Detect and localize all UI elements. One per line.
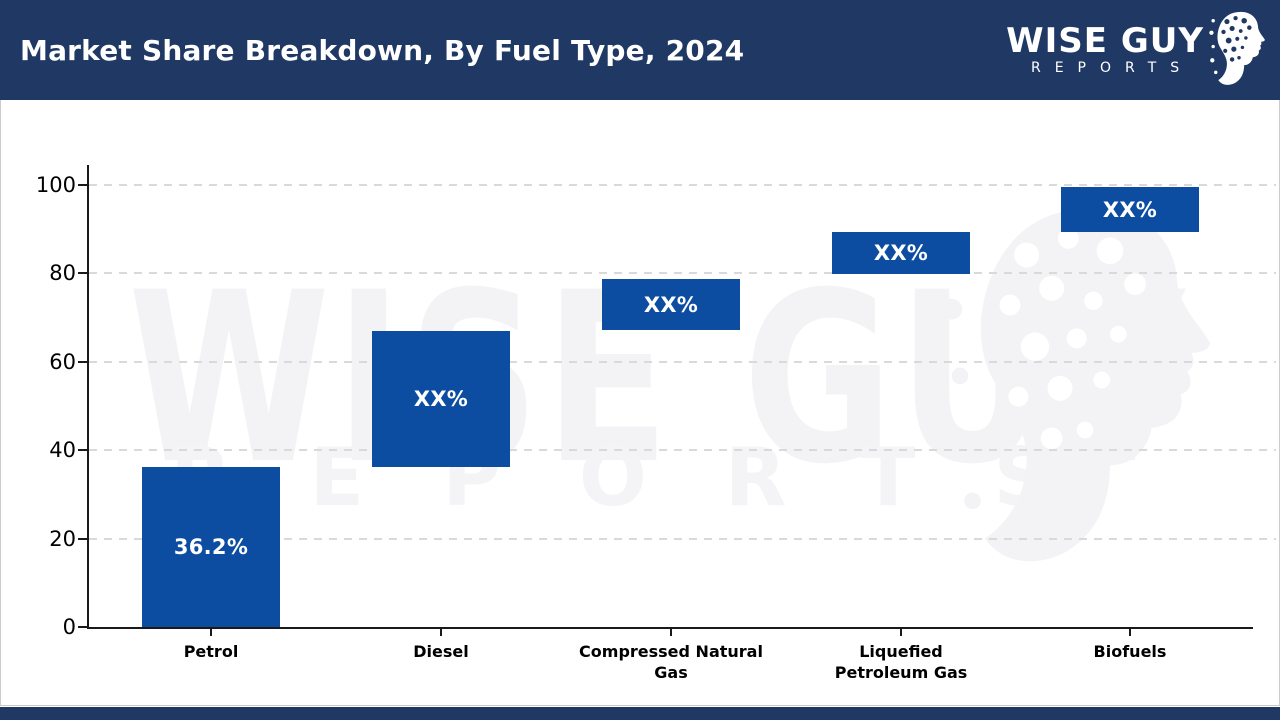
- bar-diesel: XX%: [372, 331, 510, 467]
- bar-value-label-diesel: XX%: [413, 387, 469, 411]
- y-tick-80: [78, 272, 87, 274]
- y-tick-label-20: 20: [49, 527, 76, 551]
- brand-logo: WISE GUY REPORTS: [1006, 0, 1270, 100]
- x-tick-biofuels: [1129, 629, 1131, 636]
- card-border-bottom: [0, 705, 1280, 706]
- y-tick-label-40: 40: [49, 438, 76, 462]
- bar-value-label-compressed-natural-gas: XX%: [643, 292, 699, 317]
- y-axis-line: [87, 165, 89, 629]
- logo-wordmark: WISE GUY: [1006, 21, 1204, 61]
- gridline-100: [89, 184, 1276, 186]
- bar-compressed-natural-gas: XX%: [602, 279, 740, 330]
- x-tick-diesel: [440, 629, 442, 636]
- header-bar: Market Share Breakdown, By Fuel Type, 20…: [0, 0, 1280, 100]
- bar-petrol: 36.2%: [142, 467, 280, 627]
- watermark-head-icon: [941, 207, 1210, 562]
- y-tick-label-80: 80: [49, 261, 76, 285]
- x-tick-compressed-natural-gas: [670, 629, 672, 636]
- footer-bar: [0, 707, 1280, 720]
- bar-liquefied-petroleum-gas: XX%: [832, 232, 970, 274]
- logo-head-icon: [1209, 11, 1265, 85]
- y-tick-40: [78, 449, 87, 451]
- x-tick-label-diesel: Diesel: [413, 642, 469, 661]
- logo-subtext: REPORTS: [1030, 60, 1194, 76]
- gridline-80: [89, 272, 1276, 274]
- brand-logo-text: WISE GUY REPORTS: [1006, 23, 1204, 77]
- bar-value-label-petrol: 36.2%: [173, 535, 249, 559]
- bar-value-label-liquefied-petroleum-gas: XX%: [873, 241, 929, 265]
- gridline-60: [89, 361, 1276, 363]
- y-tick-label-100: 100: [35, 173, 76, 197]
- y-tick-60: [78, 361, 87, 363]
- y-tick-20: [78, 538, 87, 540]
- x-tick-label-petrol: Petrol: [183, 642, 239, 661]
- gridline-20: [89, 538, 1276, 540]
- y-tick-0: [78, 626, 87, 628]
- y-tick-label-60: 60: [49, 350, 76, 374]
- x-tick-petrol: [210, 629, 212, 636]
- y-tick-100: [78, 184, 87, 186]
- bar-value-label-biofuels: XX%: [1102, 197, 1158, 222]
- x-tick-liquefied-petroleum-gas: [900, 629, 902, 636]
- y-tick-label-0: 0: [62, 615, 76, 639]
- x-axis-line: [87, 627, 1253, 629]
- card-border-left: [0, 100, 1, 705]
- x-tick-label-compressed-natural-gas: Compressed Natural Gas: [579, 642, 763, 682]
- gridline-40: [89, 449, 1276, 451]
- bar-biofuels: XX%: [1061, 187, 1199, 232]
- x-tick-label-biofuels: Biofuels: [1093, 642, 1167, 661]
- x-tick-label-liquefied-petroleum-gas: Liquefied Petroleum Gas: [834, 642, 968, 682]
- chart-title: Market Share Breakdown, By Fuel Type, 20…: [20, 33, 745, 67]
